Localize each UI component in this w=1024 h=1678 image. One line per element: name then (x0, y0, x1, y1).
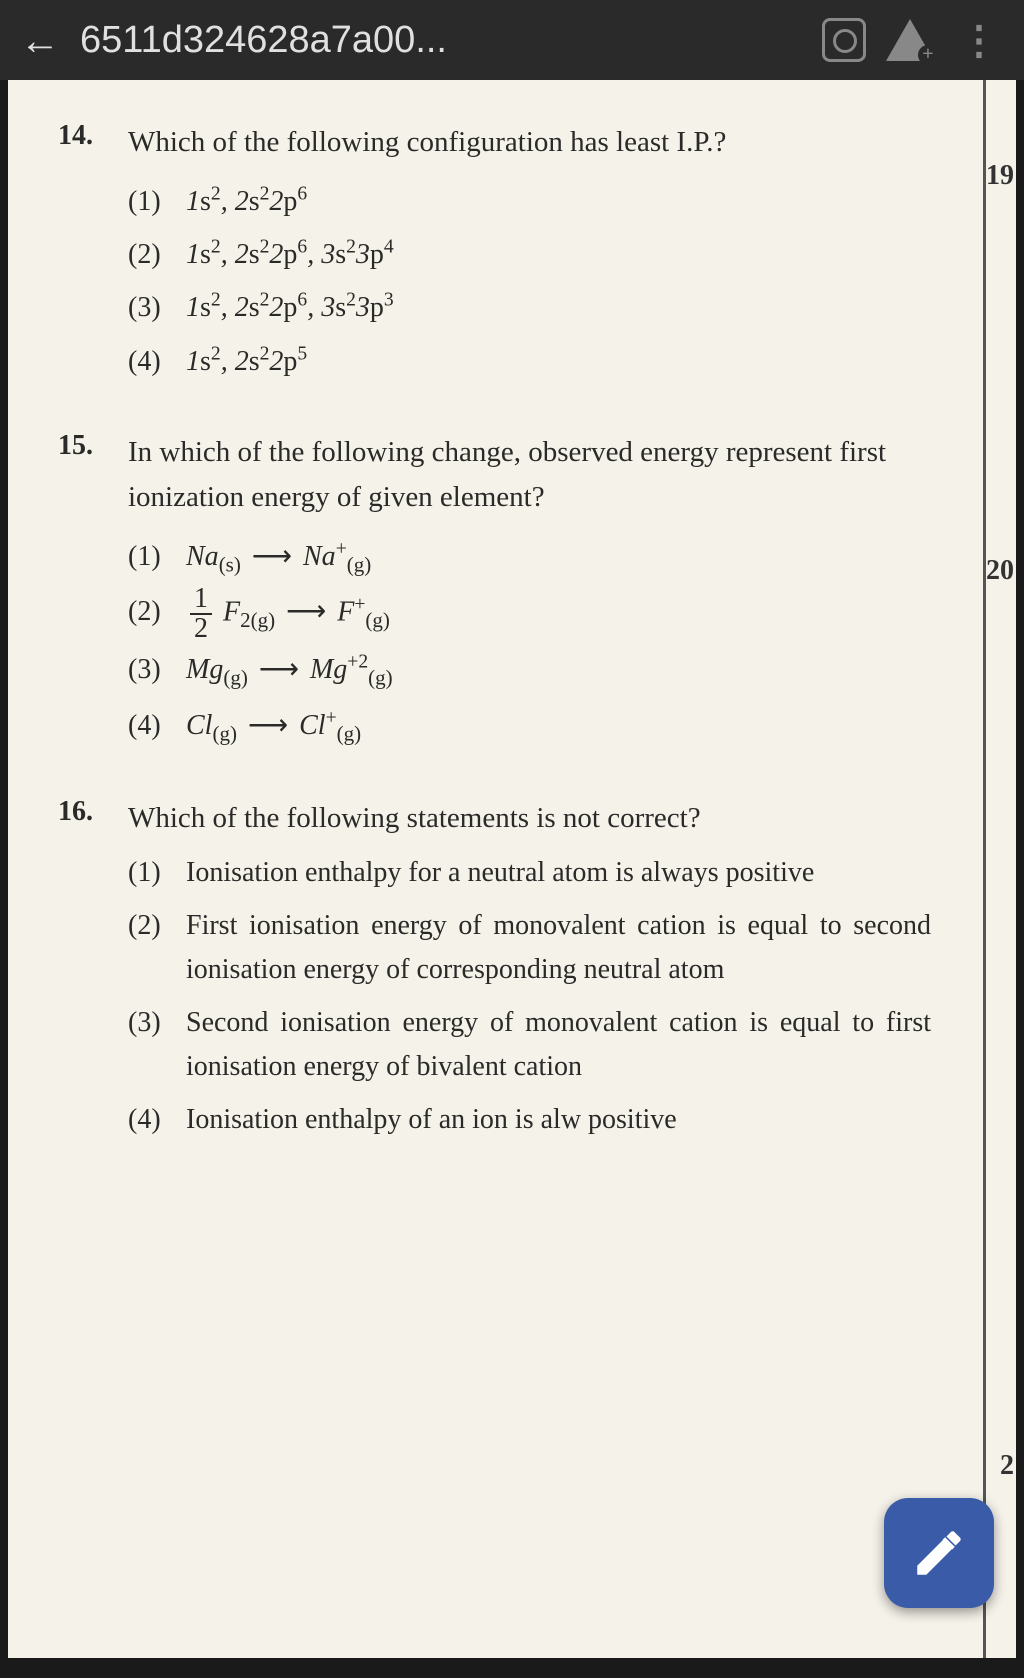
find-in-page-icon[interactable] (822, 18, 866, 62)
option-3: (3) Second ionisation energy of monovale… (128, 1001, 931, 1088)
option-text: Na(s) ⟶ Na+(g) (186, 530, 931, 585)
option-4: (4) 1s2, 2s22p5 (128, 335, 931, 388)
cut-off-text: 2 (1000, 1450, 1014, 1482)
cut-off-text: 19 (986, 160, 1014, 192)
nav-bar: ← 6511d324628a7a00... ⋮ (0, 0, 1024, 80)
option-number: (2) (128, 904, 170, 947)
option-number: (4) (128, 335, 170, 388)
option-number: (1) (128, 175, 170, 228)
option-2: (2) 1s2, 2s22p6, 3s23p4 (128, 228, 931, 281)
option-text: 1s2, 2s22p6, 3s23p3 (186, 281, 931, 334)
document-page: 19 20 2 14. Which of the following confi… (8, 80, 1016, 1658)
back-arrow-icon[interactable]: ← (20, 17, 60, 64)
option-text: Second ionisation energy of monovalent c… (186, 1001, 931, 1088)
option-3: (3) 1s2, 2s22p6, 3s23p3 (128, 281, 931, 334)
question-number: 16. (58, 796, 108, 841)
question-text: Which of the following statements is not… (128, 796, 981, 841)
option-text: Mg(g) ⟶ Mg+2(g) (186, 643, 931, 698)
question-text: In which of the following change, observ… (128, 430, 981, 520)
question-14: 14. Which of the following configuration… (58, 120, 981, 388)
option-number: (2) (128, 228, 170, 281)
option-text: 12 F2(g) ⟶ F+(g) (186, 585, 931, 643)
option-1: (1) Ionisation enthalpy for a neutral at… (128, 851, 931, 894)
option-text: Ionisation enthalpy for a neutral atom i… (186, 851, 931, 894)
option-number: (2) (128, 585, 170, 638)
more-options-icon[interactable]: ⋮ (954, 15, 1004, 65)
question-15: 15. In which of the following change, ob… (58, 430, 981, 754)
option-number: (1) (128, 530, 170, 583)
option-4: (4) Ionisation enthalpy of an ion is alw… (128, 1098, 931, 1141)
option-number: (1) (128, 851, 170, 894)
edit-fab-button[interactable] (884, 1498, 994, 1608)
question-number: 15. (58, 430, 108, 520)
option-1: (1) Na(s) ⟶ Na+(g) (128, 530, 931, 585)
option-number: (4) (128, 1098, 170, 1141)
option-text: 1s2, 2s22p5 (186, 335, 931, 388)
option-text: Ionisation enthalpy of an ion is alw pos… (186, 1098, 931, 1141)
question-16: 16. Which of the following statements is… (58, 796, 981, 1141)
option-1: (1) 1s2, 2s22p6 (128, 175, 931, 228)
edit-pencil-icon (910, 1524, 968, 1582)
option-3: (3) Mg(g) ⟶ Mg+2(g) (128, 643, 931, 698)
option-text: Cl(g) ⟶ Cl+(g) (186, 699, 931, 754)
cut-off-text: 20 (986, 555, 1014, 587)
document-title: 6511d324628a7a00... (80, 19, 802, 62)
question-text: Which of the following configuration has… (128, 120, 981, 165)
option-4: (4) Cl(g) ⟶ Cl+(g) (128, 699, 931, 754)
option-2: (2) 12 F2(g) ⟶ F+(g) (128, 585, 931, 643)
option-2: (2) First ionisation energy of monovalen… (128, 904, 931, 991)
add-to-drive-icon[interactable] (886, 19, 934, 61)
option-text: 1s2, 2s22p6 (186, 175, 931, 228)
option-text: 1s2, 2s22p6, 3s23p4 (186, 228, 931, 281)
option-number: (3) (128, 281, 170, 334)
option-number: (4) (128, 699, 170, 752)
option-number: (3) (128, 643, 170, 696)
option-text: First ionisation energy of monovalent ca… (186, 904, 931, 991)
question-number: 14. (58, 120, 108, 165)
option-number: (3) (128, 1001, 170, 1044)
